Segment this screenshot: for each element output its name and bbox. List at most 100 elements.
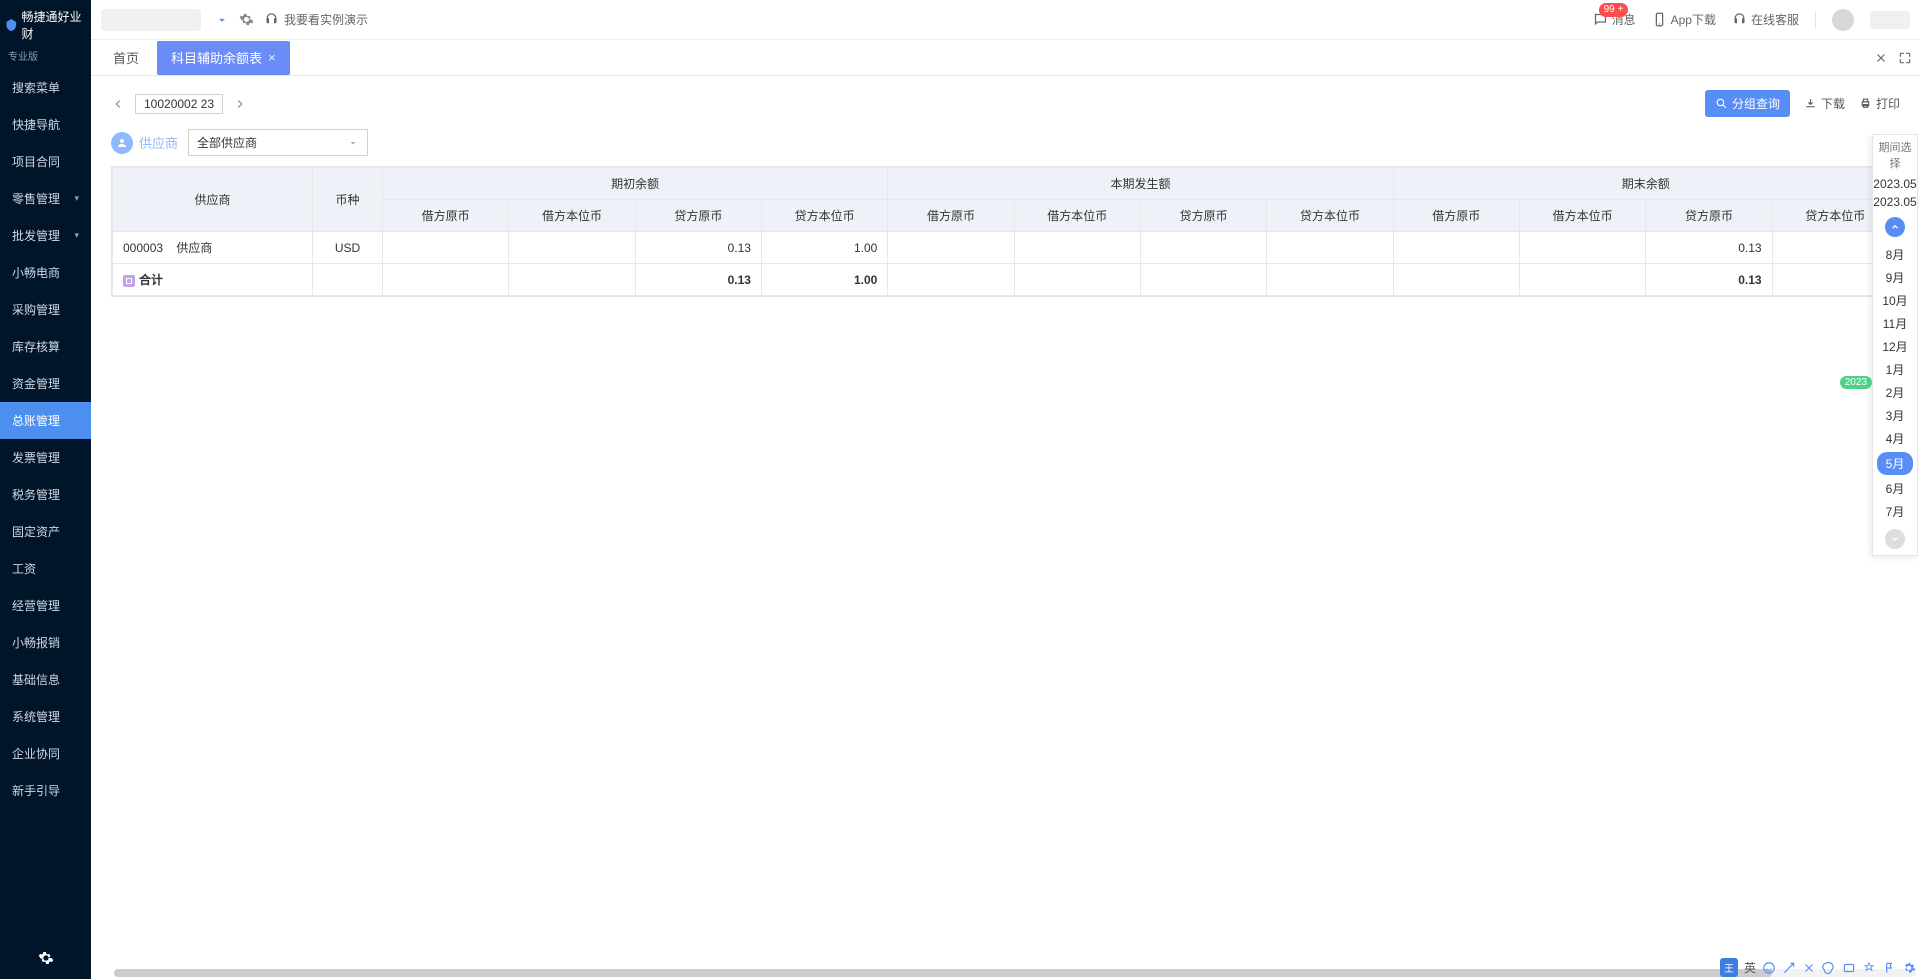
sidebar-item-5[interactable]: 小畅电商 [0, 254, 91, 291]
message-badge: 99 + [1599, 3, 1629, 17]
period-up-button[interactable] [1885, 217, 1905, 237]
period-title: 期间选择 [1873, 135, 1917, 175]
download-icon [1804, 97, 1817, 110]
supplier-label: 供应商 [139, 133, 178, 152]
chevron-down-icon [347, 137, 359, 149]
sidebar-item-13[interactable]: 工资 [0, 550, 91, 587]
period-month[interactable]: 10月 [1873, 289, 1917, 312]
org-settings-icon[interactable] [239, 12, 254, 27]
sidebar-item-10[interactable]: 发票管理 [0, 439, 91, 476]
balance-table: 供应商 币种 期初余额 本期发生额 期末余额 借方原币 借方本位币 贷方原币 贷… [111, 166, 1900, 297]
prev-icon[interactable] [111, 97, 125, 111]
year-badge: 2023 [1840, 376, 1872, 389]
sidebar-item-15[interactable]: 小畅报销 [0, 624, 91, 661]
sidebar-item-17[interactable]: 系统管理 [0, 698, 91, 735]
brand-edition: 专业版 [0, 48, 91, 63]
next-icon[interactable] [233, 97, 247, 111]
sidebar-item-19[interactable]: 新手引导 [0, 772, 91, 809]
period-down-button[interactable] [1885, 529, 1905, 549]
table-row[interactable]: 000003 供应商 USD 0.13 1.00 0.13 [113, 232, 1899, 264]
ime-icon-1[interactable] [1762, 961, 1776, 975]
app-download-button[interactable]: App下载 [1652, 11, 1716, 28]
supplier-select[interactable]: 全部供应商 [188, 129, 368, 156]
tab-home[interactable]: 首页 [99, 41, 153, 75]
sidebar-item-7[interactable]: 库存核算 [0, 328, 91, 365]
period-month[interactable]: 5月 [1877, 452, 1913, 475]
ime-icon-3[interactable] [1802, 961, 1816, 975]
sidebar-item-11[interactable]: 税务管理 [0, 476, 91, 513]
mobile-icon [1652, 12, 1667, 27]
chevron-down-icon[interactable] [215, 13, 229, 27]
ime-settings-icon[interactable] [1902, 961, 1916, 975]
fullscreen-icon[interactable] [1898, 51, 1912, 65]
org-selector[interactable] [101, 9, 201, 31]
total-row: 合计 0.13 1.00 0.13 [113, 264, 1899, 296]
col-supplier: 供应商 [113, 168, 313, 232]
download-button[interactable]: 下载 [1804, 95, 1845, 112]
sidebar-item-12[interactable]: 固定资产 [0, 513, 91, 550]
period-month[interactable]: 11月 [1873, 312, 1917, 335]
toolbar: 10020002 23 分组查询 下载 打印 [111, 90, 1900, 117]
print-button[interactable]: 打印 [1859, 95, 1900, 112]
horizontal-scrollbar[interactable] [114, 969, 1916, 977]
ime-lang[interactable]: 英 [1744, 959, 1756, 976]
tabs: 首页 科目辅助余额表 × [91, 40, 1920, 76]
avatar[interactable] [1832, 9, 1854, 31]
period-month[interactable]: 9月 [1873, 266, 1917, 289]
sidebar-item-8[interactable]: 资金管理 [0, 365, 91, 402]
username[interactable] [1870, 11, 1910, 29]
ime-icon-5[interactable] [1842, 961, 1856, 975]
period-month[interactable]: 3月 [1873, 404, 1917, 427]
settings-icon[interactable] [38, 950, 54, 966]
period-month[interactable]: 2月 [1873, 381, 1917, 404]
brand-name: 畅捷通好业财 [22, 8, 87, 42]
account-code[interactable]: 10020002 23 [135, 94, 223, 114]
ime-icon-7[interactable] [1882, 961, 1896, 975]
group-query-button[interactable]: 分组查询 [1705, 90, 1790, 117]
ime-icon-6[interactable] [1862, 961, 1876, 975]
period-month[interactable]: 1月 [1873, 358, 1917, 381]
period-month[interactable]: 8月 [1873, 243, 1917, 266]
col-currency: 币种 [313, 168, 383, 232]
sidebar-item-16[interactable]: 基础信息 [0, 661, 91, 698]
supplier-tag: 供应商 [111, 132, 178, 154]
sidebar-item-6[interactable]: 采购管理 [0, 291, 91, 328]
col-current: 本期发生额 [888, 168, 1393, 200]
sidebar-item-0[interactable]: 搜索菜单 [0, 69, 91, 106]
sidebar-item-2[interactable]: 项目合同 [0, 143, 91, 180]
period-month[interactable]: 4月 [1873, 427, 1917, 450]
support-button[interactable]: 在线客服 [1732, 11, 1799, 28]
sidebar-item-1[interactable]: 快捷导航 [0, 106, 91, 143]
topbar: 我要看实例演示 99 + 消息 App下载 在线客服 [91, 0, 1920, 40]
sidebar-item-9[interactable]: 总账管理 [0, 402, 91, 439]
close-all-icon[interactable] [1874, 51, 1888, 65]
content: 10020002 23 分组查询 下载 打印 [91, 76, 1920, 979]
search-icon [1715, 97, 1728, 110]
nav: 搜索菜单快捷导航项目合同零售管理▾批发管理▾小畅电商采购管理库存核算资金管理总账… [0, 69, 91, 940]
support-icon [1732, 12, 1747, 27]
sidebar-item-4[interactable]: 批发管理▾ [0, 217, 91, 254]
demo-button[interactable]: 我要看实例演示 [264, 11, 368, 28]
period-from[interactable]: 2023.05 [1873, 175, 1917, 193]
ime-badge[interactable]: 王 [1720, 958, 1738, 977]
filter-row: 供应商 全部供应商 [111, 129, 1900, 156]
sidebar-item-3[interactable]: 零售管理▾ [0, 180, 91, 217]
period-month[interactable]: 6月 [1873, 477, 1917, 500]
messages-button[interactable]: 99 + 消息 [1593, 11, 1636, 28]
period-month[interactable]: 7月 [1873, 500, 1917, 523]
period-to[interactable]: 2023.05 [1873, 193, 1917, 211]
logo-icon [4, 17, 19, 33]
ime-icon-2[interactable] [1782, 961, 1796, 975]
tab-balance-report[interactable]: 科目辅助余额表 × [157, 41, 290, 75]
sidebar: 畅捷通好业财 专业版 搜索菜单快捷导航项目合同零售管理▾批发管理▾小畅电商采购管… [0, 0, 91, 979]
chevron-down-icon [1890, 534, 1900, 544]
sidebar-item-14[interactable]: 经营管理 [0, 587, 91, 624]
logo: 畅捷通好业财 [0, 0, 91, 50]
col-closing: 期末余额 [1393, 168, 1898, 200]
ime-icon-4[interactable] [1822, 961, 1836, 975]
period-month[interactable]: 12月 [1873, 335, 1917, 358]
nav-footer [0, 940, 91, 979]
sidebar-item-18[interactable]: 企业协同 [0, 735, 91, 772]
close-icon[interactable]: × [268, 50, 276, 65]
ime-bar: 王 英 [1720, 958, 1916, 977]
